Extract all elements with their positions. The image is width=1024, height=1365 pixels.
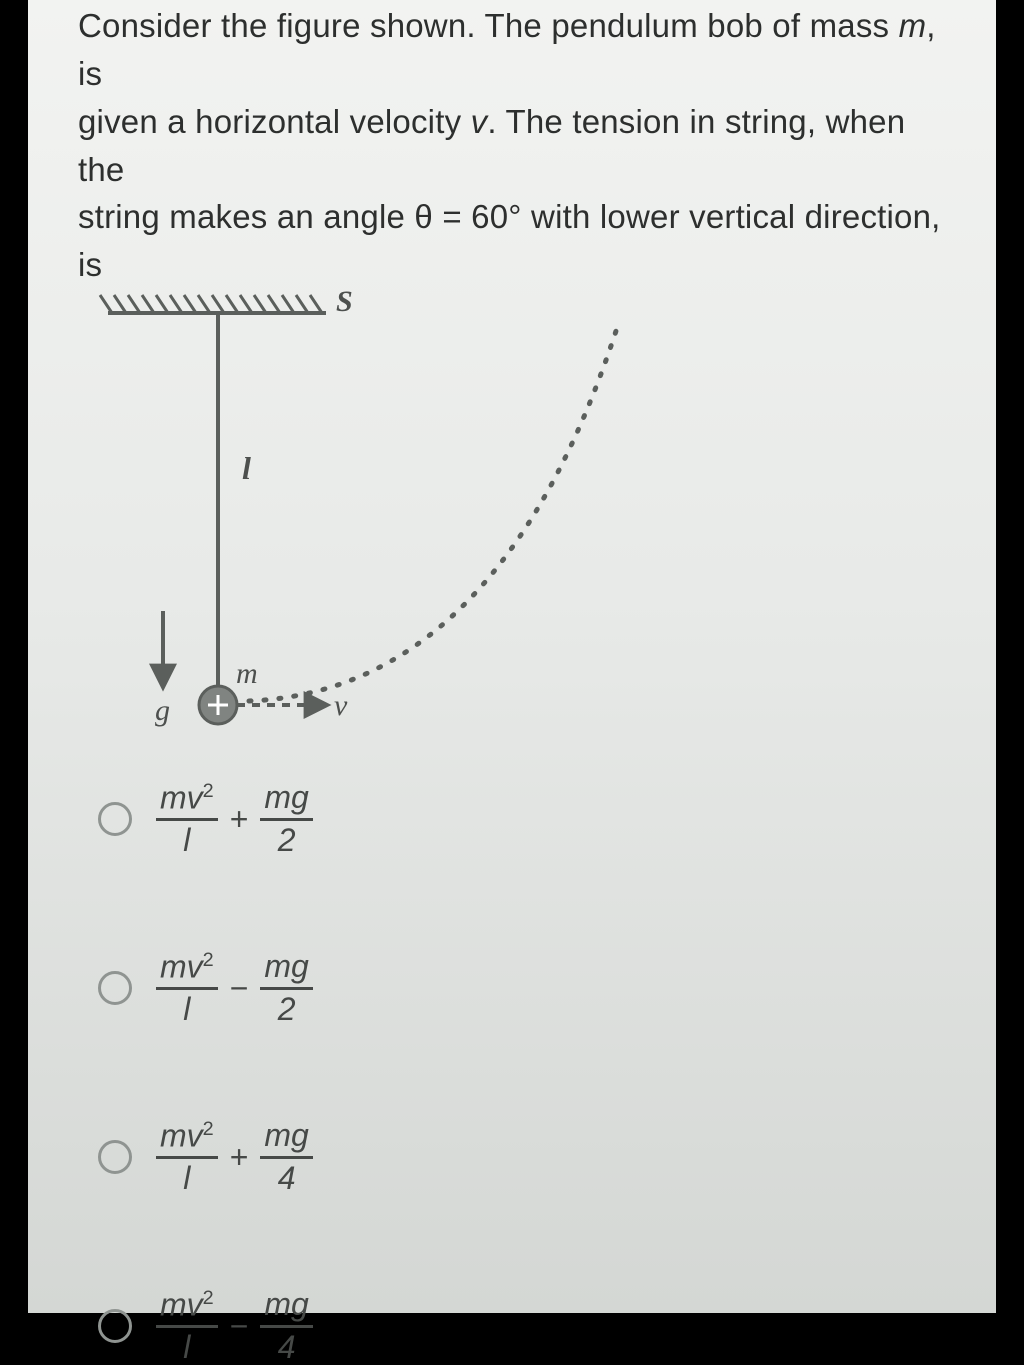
- radio-icon[interactable]: [98, 1309, 132, 1343]
- svg-text:S: S: [336, 285, 353, 318]
- pendulum-svg: Sl m g v: [68, 281, 628, 751]
- radio-icon[interactable]: [98, 971, 132, 1005]
- option-b[interactable]: mv2l − mg2: [98, 950, 956, 1027]
- option-expression: mv2l + mg2: [156, 781, 313, 858]
- option-a[interactable]: mv2l + mg2: [98, 781, 956, 858]
- velocity-symbol: v: [471, 103, 488, 140]
- option-c[interactable]: mv2l + mg4: [98, 1119, 956, 1196]
- svg-text:m: m: [236, 657, 258, 690]
- option-expression: mv2l + mg4: [156, 1119, 313, 1196]
- pendulum-figure: Sl m g v: [68, 281, 628, 751]
- options-list: mv2l + mg2 mv2l − mg2 mv2l + mg4 mv: [98, 781, 956, 1364]
- option-expression: mv2l − mg2: [156, 950, 313, 1027]
- q-line1-prefix: Consider the figure shown. The pendulum …: [78, 7, 899, 44]
- svg-text:g: g: [155, 694, 170, 727]
- question-text: Consider the figure shown. The pendulum …: [78, 0, 956, 289]
- question-screen: Consider the figure shown. The pendulum …: [28, 0, 996, 1313]
- radio-icon[interactable]: [98, 1140, 132, 1174]
- option-d[interactable]: mv2l − mg4: [98, 1288, 956, 1365]
- option-expression: mv2l − mg4: [156, 1288, 313, 1365]
- svg-text:l: l: [242, 450, 251, 486]
- svg-text:v: v: [334, 689, 348, 722]
- q-line2-prefix: given a horizontal velocity: [78, 103, 471, 140]
- q-line3: string makes an angle θ = 60° with lower…: [78, 198, 941, 283]
- radio-icon[interactable]: [98, 802, 132, 836]
- mass-symbol: m: [899, 7, 927, 44]
